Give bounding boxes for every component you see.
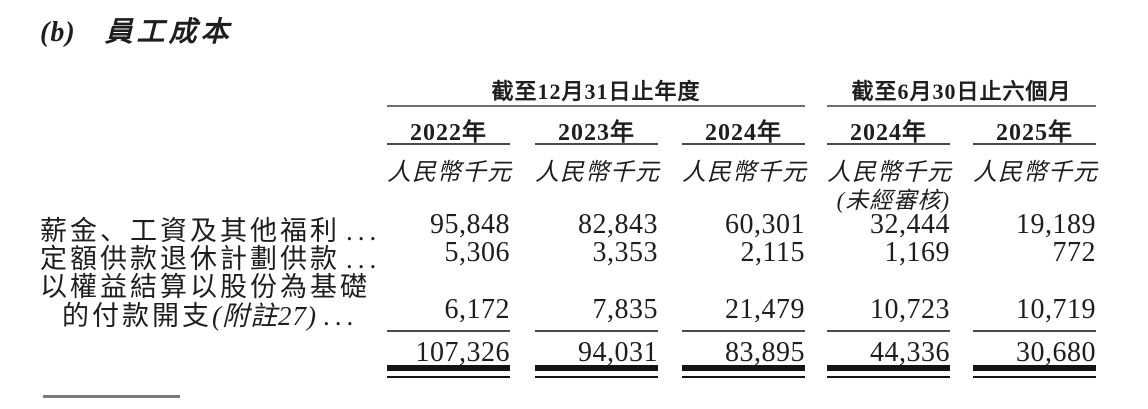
row-label-text: 定額供款退休計劃供款 — [40, 244, 340, 274]
note-reference: (附註27) — [212, 301, 317, 331]
section-title-text: 員工成本 — [104, 17, 233, 48]
table-cell: 32,444 — [870, 209, 950, 240]
table-cell: 6,172 — [444, 294, 510, 325]
section-title: (b) 員工成本 — [40, 10, 233, 50]
table-cell: 10,719 — [1016, 294, 1096, 325]
unit-label: 人民幣千元 — [973, 160, 1098, 186]
grand-total-double-rule — [682, 365, 805, 378]
grand-total-double-rule — [973, 365, 1096, 378]
subtotal-rule — [535, 330, 658, 332]
footnote-rule — [43, 395, 180, 398]
leader-dots: ... — [346, 244, 382, 274]
year-header-2023: 2023年 — [558, 120, 635, 146]
leader-dots: ... — [322, 301, 359, 331]
unit-label: 人民幣千元 — [827, 160, 952, 186]
annual-group-rule — [387, 105, 805, 107]
row-label-share-based-line2: 的付款開支(附註27)... — [62, 294, 390, 331]
table-cell: 1,169 — [884, 237, 950, 268]
unit-label: 人民幣千元 — [387, 160, 512, 186]
grand-total-double-rule — [827, 365, 950, 378]
subtotal-rule — [682, 330, 805, 332]
year-header-2024: 2024年 — [705, 120, 782, 146]
row-label-retirement: 定額供款退休計劃供款... — [40, 237, 390, 274]
table-cell: 7,835 — [592, 294, 658, 325]
leader-dots: ... — [346, 216, 382, 246]
table-cell: 60,301 — [725, 209, 805, 240]
table-cell: 3,353 — [592, 237, 658, 268]
year-header-2025: 2025年 — [996, 120, 1073, 146]
year-underline — [682, 143, 805, 145]
year-underline — [827, 143, 950, 145]
unaudited-note: (未經審核) — [836, 188, 950, 213]
grand-total-double-rule — [535, 365, 658, 378]
total-cell: 83,895 — [725, 337, 805, 368]
row-label-salaries: 薪金、工資及其他福利... — [40, 209, 390, 246]
subtotal-rule — [827, 330, 950, 332]
total-cell: 30,680 — [1016, 337, 1096, 368]
table-cell: 10,723 — [870, 294, 950, 325]
section-marker: (b) — [40, 17, 76, 48]
table-cell: 95,848 — [430, 209, 510, 240]
year-underline — [535, 143, 658, 145]
table-cell: 2,115 — [740, 237, 805, 268]
total-cell: 44,336 — [870, 337, 950, 368]
subtotal-rule — [973, 330, 1096, 332]
unit-label: 人民幣千元 — [682, 160, 807, 186]
interim-group-rule — [827, 105, 1096, 107]
subtotal-rule — [387, 330, 510, 332]
total-cell: 94,031 — [578, 337, 658, 368]
col-group-interim: 截至6月30日止六個月 — [851, 79, 1072, 104]
table-cell: 772 — [1052, 237, 1096, 268]
total-cell: 107,326 — [415, 337, 510, 368]
year-underline — [387, 143, 510, 145]
table-cell: 5,306 — [444, 237, 510, 268]
table-cell: 19,189 — [1016, 209, 1096, 240]
row-label-text: 薪金、工資及其他福利 — [40, 216, 340, 246]
unit-label: 人民幣千元 — [535, 160, 660, 186]
col-group-annual: 截至12月31日止年度 — [491, 79, 701, 104]
table-cell: 82,843 — [578, 209, 658, 240]
year-underline — [973, 143, 1096, 145]
grand-total-double-rule — [387, 365, 510, 378]
row-label-share-based-line1: 以權益結算以股份為基礎 — [40, 265, 390, 302]
row-label-text: 的付款開支 — [62, 301, 212, 331]
table-cell: 21,479 — [725, 294, 805, 325]
year-header-2024-interim: 2024年 — [850, 120, 927, 146]
year-header-2022: 2022年 — [410, 120, 487, 146]
row-label-text: 以權益結算以股份為基礎 — [40, 272, 370, 302]
